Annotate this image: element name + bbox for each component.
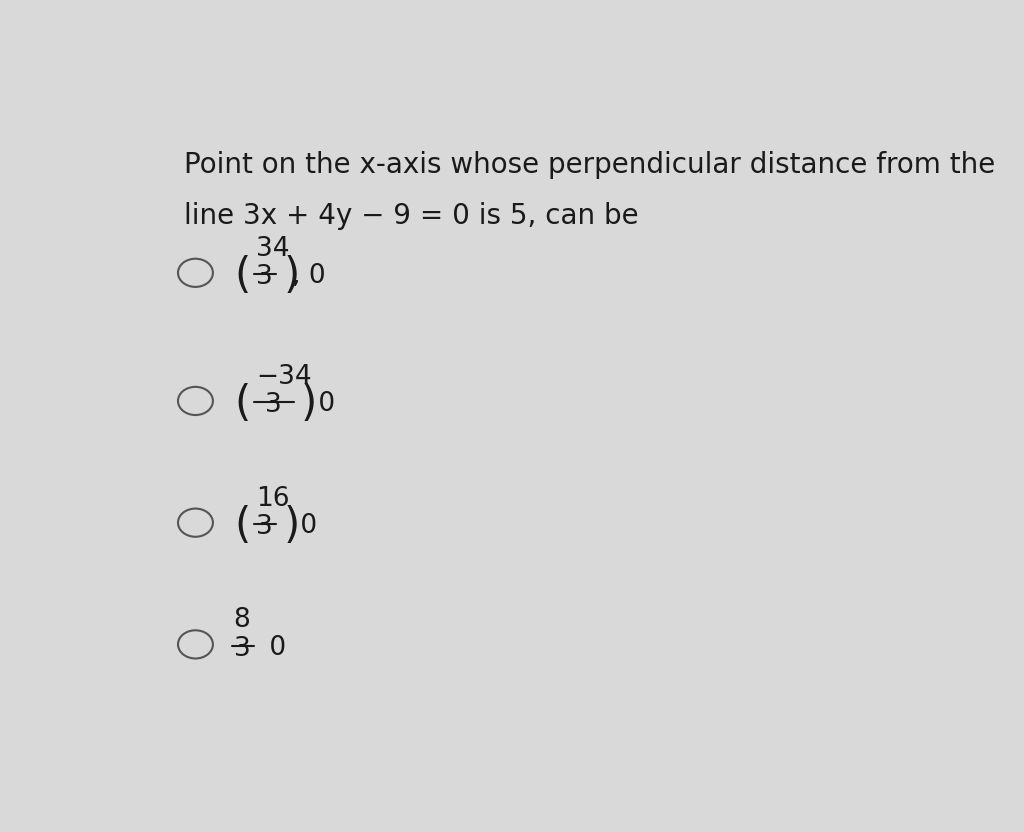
Text: 0: 0 — [260, 635, 286, 661]
Text: 3: 3 — [265, 392, 282, 418]
Text: 16: 16 — [256, 486, 289, 512]
Text: $)$: $)$ — [300, 384, 315, 425]
Text: $)$: $)$ — [283, 505, 297, 547]
Text: 3: 3 — [233, 636, 251, 661]
Text: 34: 34 — [256, 236, 289, 262]
Text: $($: $($ — [233, 255, 249, 297]
Text: $($: $($ — [233, 505, 249, 547]
Text: 0: 0 — [292, 513, 317, 539]
Text: $)$: $)$ — [283, 255, 297, 297]
Text: $($: $($ — [233, 384, 249, 425]
Text: −34: −34 — [256, 364, 311, 390]
Text: Point on the x-axis whose perpendicular distance from the: Point on the x-axis whose perpendicular … — [183, 151, 994, 179]
Text: line 3x + 4y − 9 = 0 is 5, can be: line 3x + 4y − 9 = 0 is 5, can be — [183, 202, 638, 230]
Text: 3: 3 — [256, 264, 272, 290]
Text: 8: 8 — [233, 607, 250, 633]
Text: 3: 3 — [256, 514, 272, 540]
Text: 0: 0 — [309, 391, 335, 417]
Text: , 0: , 0 — [292, 263, 326, 289]
